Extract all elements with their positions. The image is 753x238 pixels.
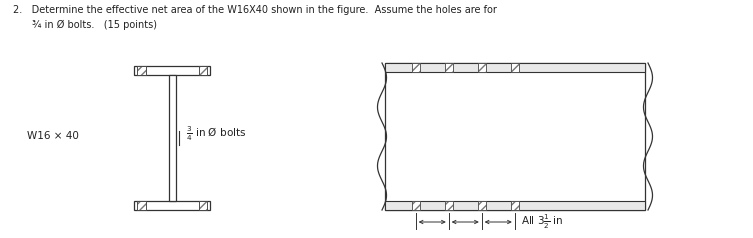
- Bar: [385, 63, 645, 72]
- Text: ¾ in Ø bolts.   (15 points): ¾ in Ø bolts. (15 points): [32, 20, 157, 30]
- Bar: [412, 63, 419, 72]
- Text: W16 × 40: W16 × 40: [27, 131, 79, 141]
- Bar: [137, 66, 145, 75]
- Bar: [478, 63, 486, 72]
- Bar: [134, 66, 210, 75]
- Bar: [137, 201, 145, 210]
- Text: 2.   Determine the effective net area of the W16X40 shown in the figure.  Assume: 2. Determine the effective net area of t…: [13, 5, 497, 15]
- Bar: [511, 201, 519, 210]
- Bar: [511, 63, 519, 72]
- Bar: [137, 66, 145, 75]
- Bar: [511, 201, 519, 210]
- Bar: [412, 201, 419, 210]
- Bar: [478, 201, 486, 210]
- Bar: [445, 201, 453, 210]
- Bar: [478, 63, 486, 72]
- Bar: [445, 63, 453, 72]
- Bar: [412, 63, 419, 72]
- Bar: [385, 201, 645, 210]
- Text: $\frac{3}{4}$ in Ø bolts: $\frac{3}{4}$ in Ø bolts: [187, 125, 247, 143]
- Text: All 3$\frac{1}{2}$ in: All 3$\frac{1}{2}$ in: [521, 213, 563, 231]
- Bar: [199, 201, 207, 210]
- Bar: [199, 66, 207, 75]
- Bar: [445, 63, 453, 72]
- Bar: [385, 63, 645, 210]
- Bar: [134, 201, 210, 210]
- Bar: [511, 63, 519, 72]
- Bar: [199, 66, 207, 75]
- Bar: [199, 201, 207, 210]
- Bar: [412, 201, 419, 210]
- Bar: [169, 75, 175, 201]
- Bar: [478, 201, 486, 210]
- Bar: [137, 201, 145, 210]
- Bar: [445, 201, 453, 210]
